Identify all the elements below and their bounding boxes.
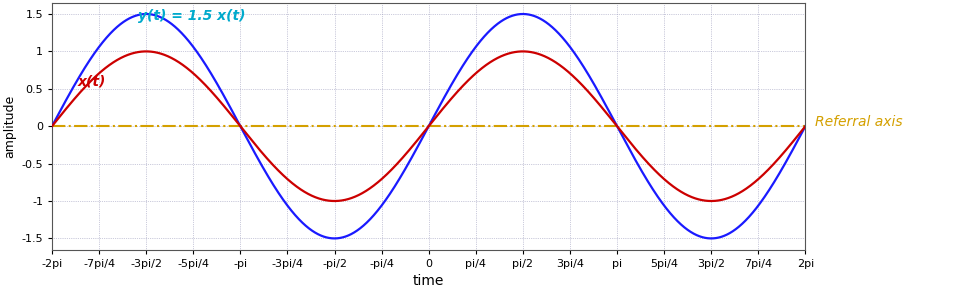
Text: Referral axis: Referral axis xyxy=(815,116,903,129)
Y-axis label: amplitude: amplitude xyxy=(3,95,16,158)
Text: x(t): x(t) xyxy=(78,74,106,88)
Text: y(t) = 1.5 x(t): y(t) = 1.5 x(t) xyxy=(138,9,245,23)
X-axis label: time: time xyxy=(413,274,444,288)
